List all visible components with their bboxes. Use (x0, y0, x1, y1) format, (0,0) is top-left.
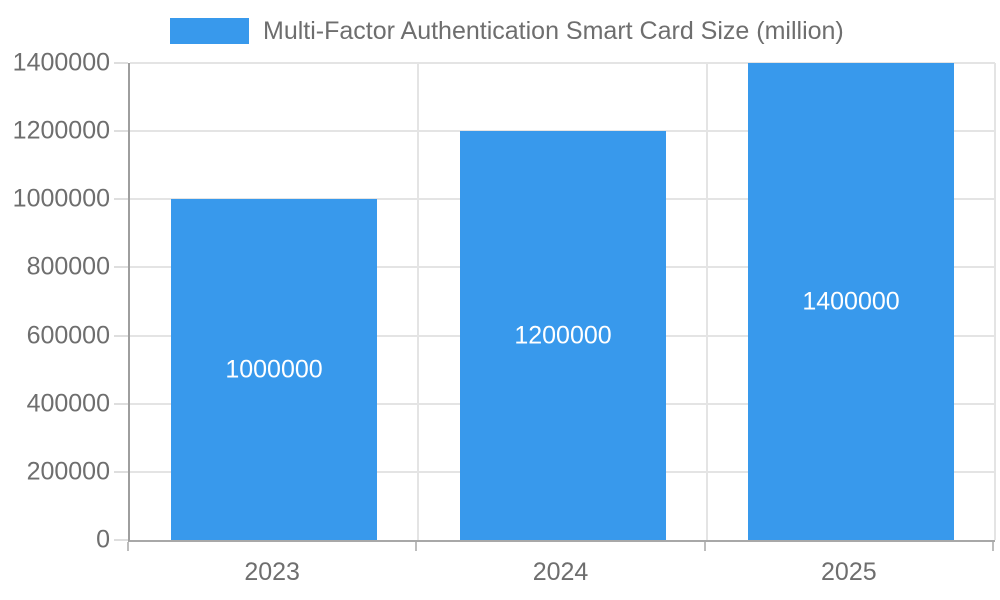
bar-2024: 1200000 (460, 131, 666, 540)
x-axis-tick (703, 542, 706, 551)
y-axis-tick (114, 198, 128, 201)
y-axis-tick (114, 402, 128, 405)
y-axis-tick (114, 470, 128, 473)
y-axis-tick-label: 1400000 (12, 48, 110, 77)
gridline-vertical (705, 63, 708, 540)
x-axis-tick (992, 542, 994, 551)
bar-value-label: 1400000 (802, 287, 900, 315)
x-axis-tick-label: 2024 (532, 558, 589, 586)
bar-value-label: 1200000 (514, 321, 612, 349)
y-axis-tick-label: 200000 (26, 457, 110, 486)
bar-2023: 1000000 (171, 199, 377, 540)
y-axis-tick (114, 539, 128, 541)
y-axis-tick (114, 62, 128, 64)
x-axis-tick-label: 2023 (244, 558, 300, 586)
legend-swatch (170, 18, 249, 44)
bar-2025: 1400000 (748, 63, 954, 540)
y-axis-tick-label: 800000 (26, 252, 110, 281)
bar-value-label: 1000000 (225, 355, 323, 383)
x-axis-tick (127, 542, 129, 551)
y-axis-tick-label: 0 (96, 525, 110, 554)
gridline-vertical (417, 63, 420, 540)
y-axis-tick-label: 1000000 (12, 184, 110, 213)
y-axis-tick (114, 266, 128, 269)
legend-item[interactable]: Multi-Factor Authentication Smart Card S… (170, 14, 844, 48)
y-axis-tick-label: 400000 (26, 389, 110, 418)
x-axis-tick-label: 2025 (821, 558, 877, 586)
x-axis-tick (415, 542, 418, 551)
gridline-horizontal (130, 62, 995, 64)
plot-area: 1000000 1200000 1400000 (128, 62, 996, 542)
y-axis-tick (114, 334, 128, 337)
gridline-vertical (994, 63, 996, 540)
y-axis-tick-label: 1200000 (12, 116, 110, 145)
y-axis-tick-label: 600000 (26, 321, 110, 350)
y-axis-tick (114, 130, 128, 133)
chart-title: Multi-Factor Authentication Smart Card S… (263, 16, 844, 45)
